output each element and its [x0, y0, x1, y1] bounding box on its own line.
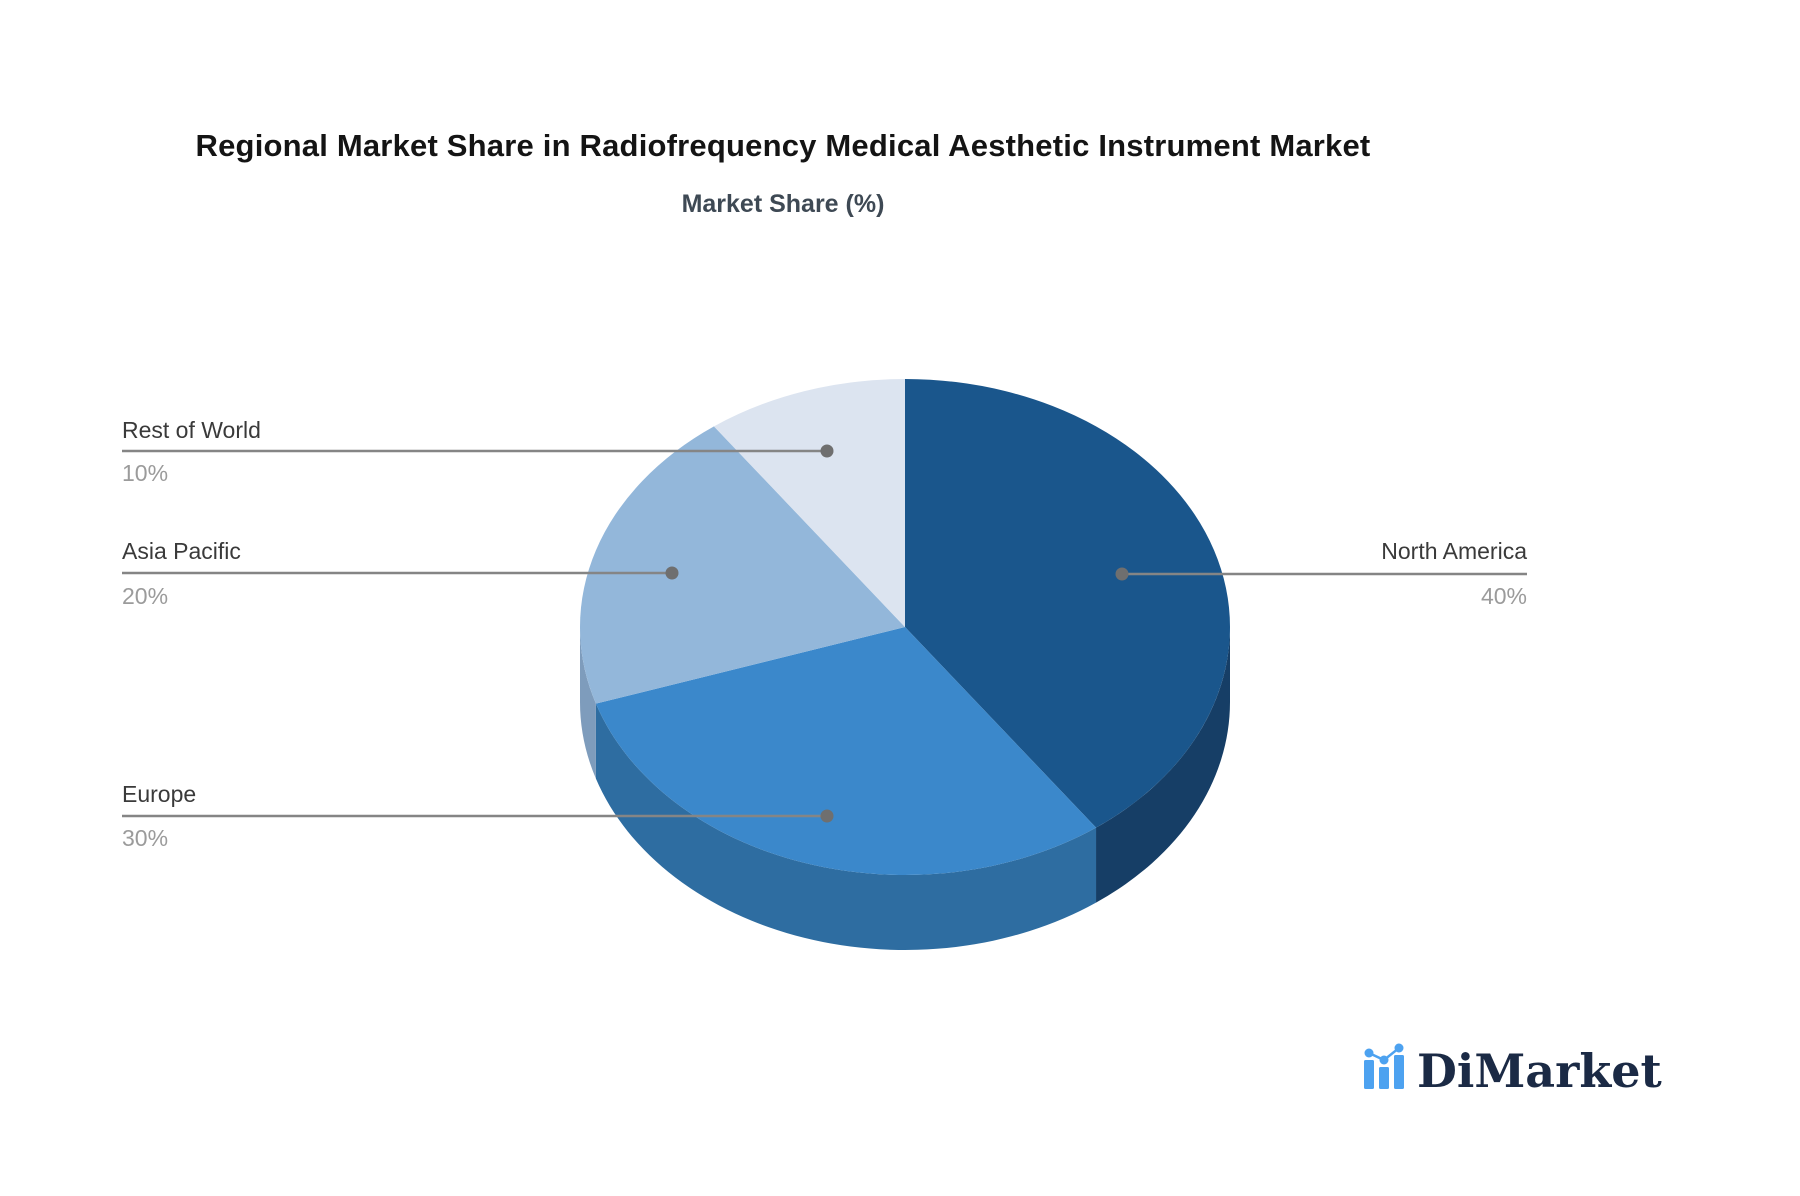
callout-label-north-america: North America [1381, 538, 1527, 564]
callout-dot-asia-pacific [665, 566, 679, 580]
callout-value-asia-pacific: 20% [122, 583, 169, 609]
pie-slice-side-asia-pacific [580, 627, 596, 779]
callout-label-europe: Europe [122, 781, 197, 807]
pie-slice-north-america[interactable] [905, 379, 1230, 828]
callout-dot-rest-of-world [820, 444, 834, 458]
pie-slice-side-north-america [1096, 627, 1230, 903]
chart-title: Regional Market Share in Radiofrequency … [195, 128, 1371, 163]
callout-value-rest-of-world: 10% [122, 460, 169, 486]
callout-label-asia-pacific: Asia Pacific [122, 538, 241, 564]
pie-slice-asia-pacific[interactable] [579, 426, 905, 704]
callout-value-europe: 30% [122, 825, 169, 851]
callout-dot-north-america [1115, 567, 1129, 581]
bar-chart-trend-logo-icon [1364, 1043, 1404, 1089]
callout-label-rest-of-world: Rest of World [122, 417, 261, 443]
chart-subtitle: Market Share (%) [681, 190, 885, 218]
pie-slice-side-europe [595, 703, 1097, 950]
callout-dot-europe [820, 809, 834, 823]
brand-name: DiMarket [1417, 1044, 1662, 1098]
callout-value-north-america: 40% [1480, 583, 1527, 609]
pie-slice-rest-of-world[interactable] [713, 379, 905, 627]
pie-slice-europe[interactable] [595, 627, 1097, 875]
